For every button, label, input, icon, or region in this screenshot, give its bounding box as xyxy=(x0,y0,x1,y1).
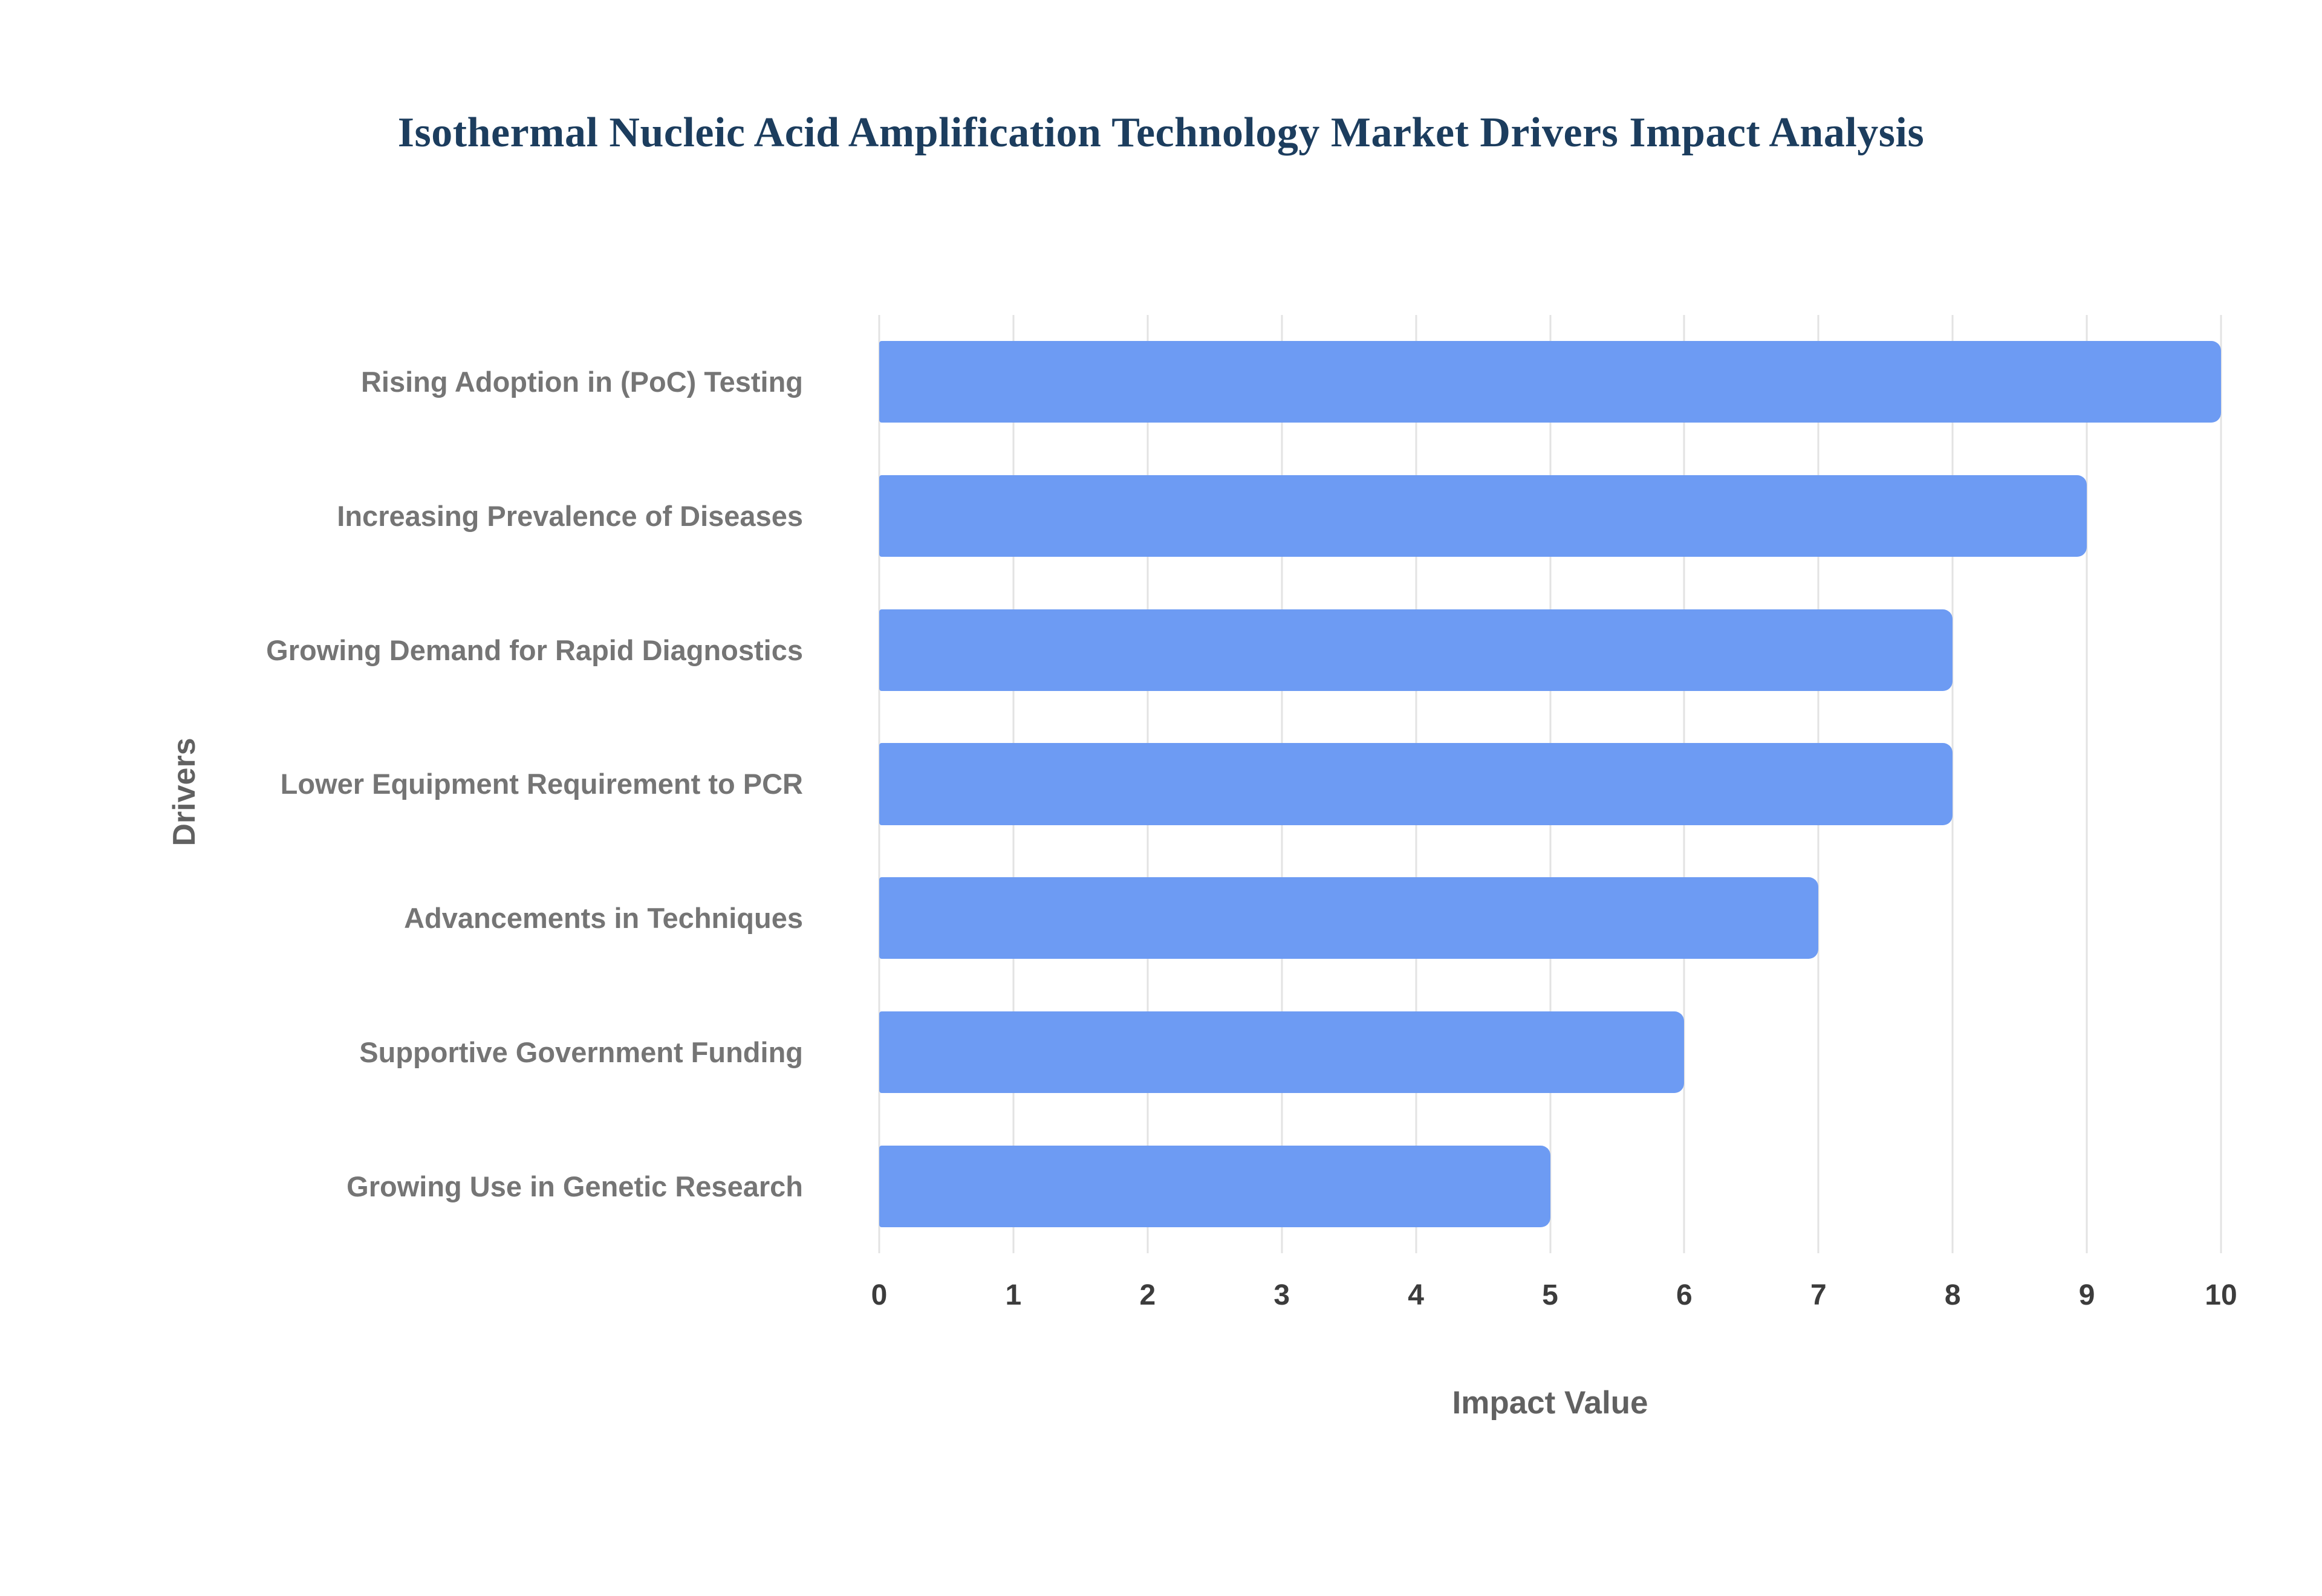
bar xyxy=(879,743,1953,825)
category-label: Advancements in Techniques xyxy=(404,902,803,935)
x-tick-label: 6 xyxy=(1676,1279,1693,1311)
x-tick-label: 0 xyxy=(871,1279,888,1311)
category-label: Increasing Prevalence of Diseases xyxy=(337,500,803,533)
bar xyxy=(879,877,1819,959)
bar-row xyxy=(879,583,2221,717)
category-label: Growing Demand for Rapid Diagnostics xyxy=(266,634,803,666)
bar-row xyxy=(879,449,2221,583)
y-axis-title: Drivers xyxy=(167,738,202,846)
bar-row xyxy=(879,1119,2221,1253)
category-labels: Rising Adoption in (PoC) Testing Increasi… xyxy=(242,315,841,1253)
gridline-x-8 xyxy=(1951,315,1954,1253)
x-tick-label: 8 xyxy=(1944,1279,1961,1311)
bar xyxy=(879,1011,1685,1094)
x-tick-label: 10 xyxy=(2205,1279,2237,1311)
x-tick-label: 3 xyxy=(1273,1279,1290,1311)
bar-row xyxy=(879,851,2221,985)
x-tick-label: 1 xyxy=(1005,1279,1022,1311)
x-tick-label: 5 xyxy=(1542,1279,1558,1311)
bar xyxy=(879,1145,1550,1227)
category-label: Supportive Government Funding xyxy=(359,1036,803,1068)
x-axis-ticks: 0 1 2 3 4 5 6 7 8 9 10 xyxy=(871,1279,2237,1321)
bar xyxy=(879,341,2221,423)
x-tick-label: 7 xyxy=(1810,1279,1827,1311)
x-axis-title: Impact Value xyxy=(1452,1385,1648,1421)
plot-area xyxy=(878,315,2222,1253)
bar-row xyxy=(879,717,2221,851)
chart-title: Isothermal Nucleic Acid Amplification Te… xyxy=(397,109,1925,156)
gridline-x-10 xyxy=(2220,315,2222,1253)
x-tick-label: 9 xyxy=(2078,1279,2095,1311)
bar-row xyxy=(879,315,2221,449)
bar xyxy=(879,475,2087,557)
bar-rows xyxy=(879,315,2221,1253)
bar-row xyxy=(879,985,2221,1120)
category-label: Growing Use in Genetic Research xyxy=(346,1170,803,1202)
bar xyxy=(879,609,1953,691)
category-label: Rising Adoption in (PoC) Testing xyxy=(360,366,803,398)
category-label: Lower Equipment Requirement to PCR xyxy=(280,768,803,800)
x-tick-label: 4 xyxy=(1408,1279,1424,1311)
gridline-x-9 xyxy=(2086,315,2088,1253)
x-tick-label: 2 xyxy=(1139,1279,1156,1311)
